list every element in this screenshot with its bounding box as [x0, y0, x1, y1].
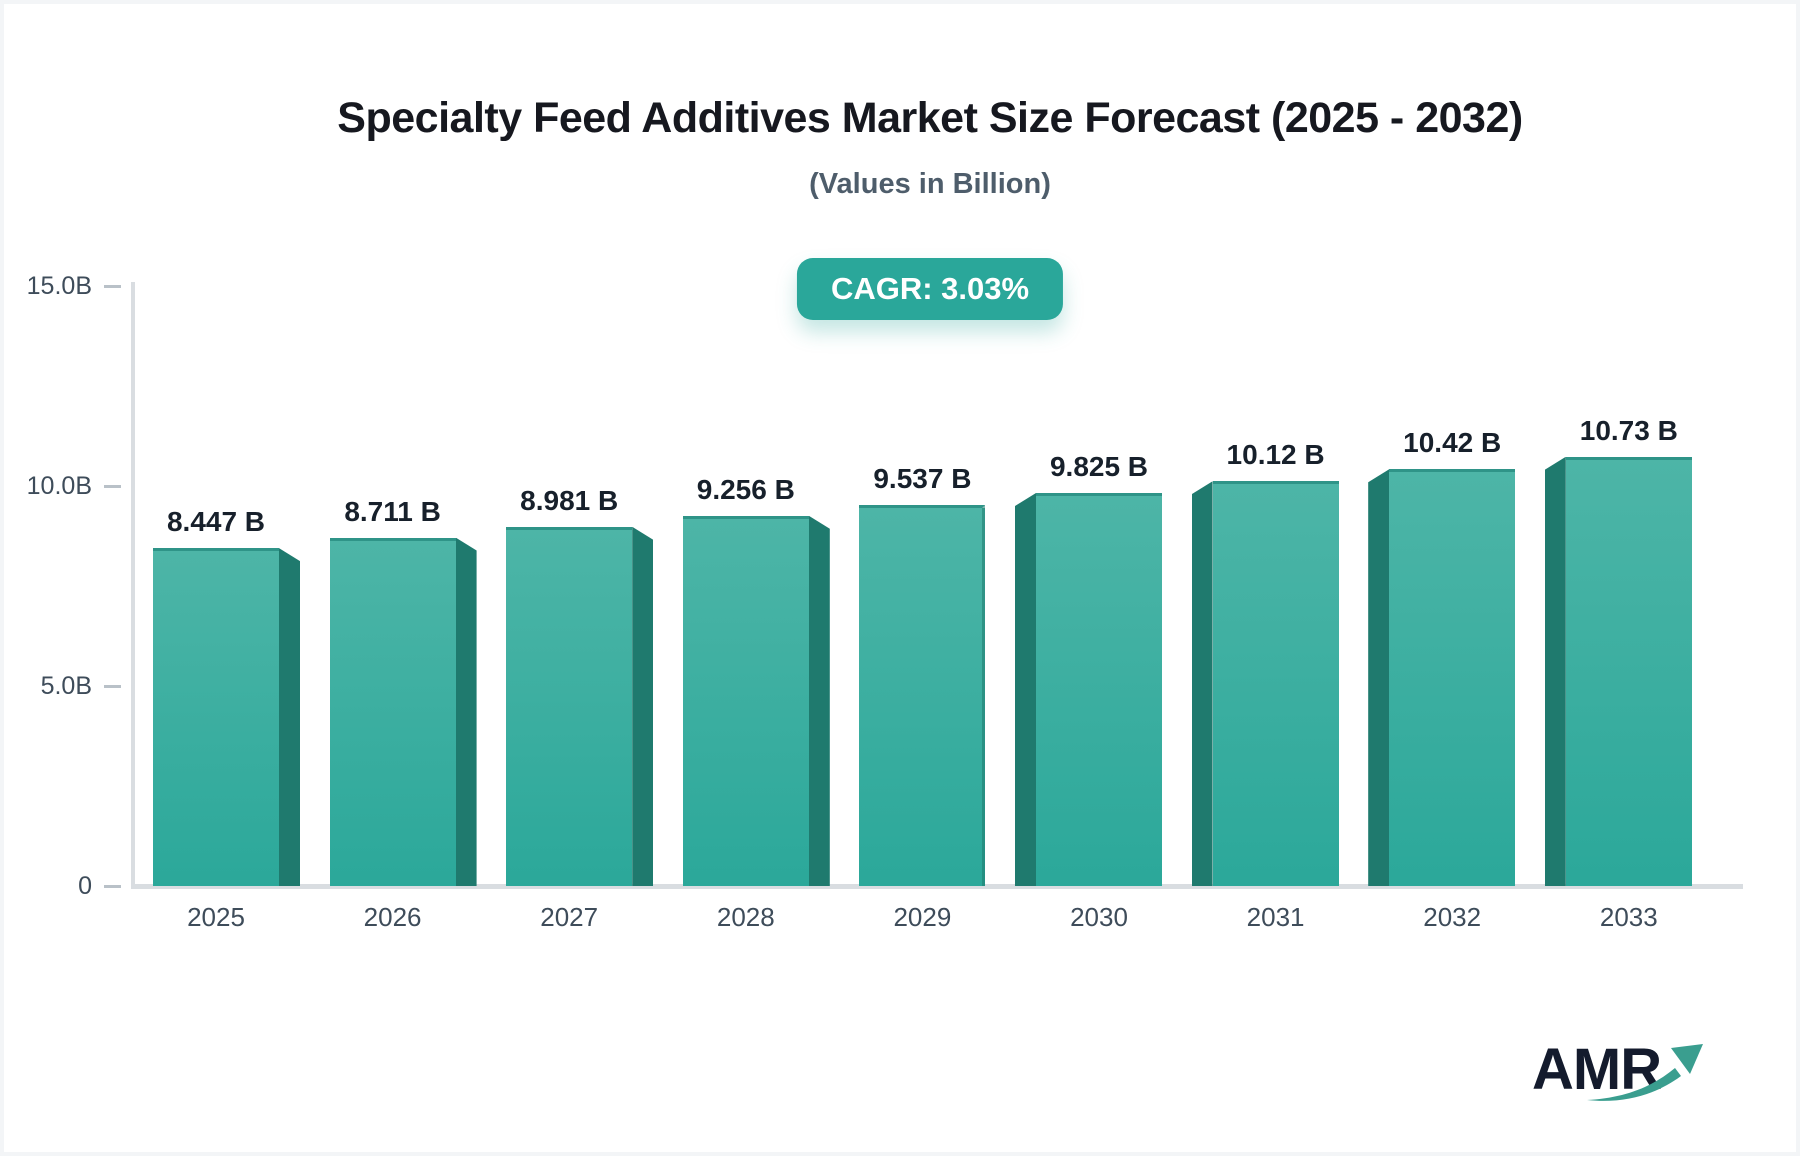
- x-axis-baseline: [131, 884, 1743, 889]
- bar-face: [1036, 493, 1162, 886]
- bar-face: [682, 515, 809, 886]
- bar-2030: [1015, 493, 1162, 886]
- bar-side-shade: [1015, 493, 1036, 886]
- amr-logo: AMR: [1532, 1036, 1712, 1116]
- bar-2032: [1368, 469, 1516, 886]
- bar-2031: [1191, 481, 1339, 886]
- y-tick-label-10.0B: 10.0B: [26, 472, 92, 500]
- x-tick-label-2027: 2027: [540, 902, 599, 932]
- bar-face: [153, 548, 279, 886]
- x-tick-label-2026: 2026: [363, 902, 422, 932]
- growth-arrow-icon: [1587, 1044, 1703, 1101]
- x-tick-label-2029: 2029: [893, 902, 952, 932]
- bar-2033: [1544, 456, 1692, 886]
- bar-side-shade: [632, 526, 654, 886]
- bar-face: [1212, 481, 1339, 886]
- bar-side-shade: [1191, 481, 1213, 886]
- bar-side-shade: [808, 515, 830, 886]
- value-label-2031: 10.12 B: [1226, 439, 1325, 471]
- value-label-2033: 10.73 B: [1579, 414, 1678, 446]
- x-tick-label-2031: 2031: [1246, 902, 1305, 932]
- value-label-2030: 9.825 B: [1049, 451, 1149, 482]
- bar-face: [329, 537, 456, 886]
- value-label-2027: 8.981 B: [520, 484, 619, 516]
- bar-side-shade: [455, 537, 477, 886]
- x-tick-label-2032: 2032: [1423, 902, 1482, 932]
- x-tick-label-2028: 2028: [716, 902, 775, 932]
- bar-face: [1389, 469, 1516, 886]
- bar-face: [859, 504, 986, 886]
- y-tick-mark: [104, 885, 121, 888]
- bar-side-shade: [1544, 456, 1566, 886]
- bar-2029: [859, 504, 986, 886]
- bar-2026: [329, 537, 477, 886]
- bar-2028: [682, 515, 830, 886]
- bar-face: [506, 526, 633, 886]
- value-label-2026: 8.711 B: [344, 495, 441, 527]
- x-tick-label-2030: 2030: [1070, 902, 1128, 932]
- y-tick-label-15.0B: 15.0B: [26, 272, 92, 300]
- bar-2025: [153, 548, 300, 886]
- cagr-badge: CAGR: 3.03%: [796, 258, 1064, 320]
- bar-2027: [506, 526, 654, 886]
- bar-face: [1565, 456, 1692, 886]
- value-label-2032: 10.42 B: [1403, 427, 1502, 459]
- bar-side-shade: [1368, 469, 1390, 886]
- page-title: Specialty Feed Additives Market Size For…: [337, 94, 1523, 142]
- y-axis-line: [131, 282, 135, 888]
- y-tick-label-5.0B: 5.0B: [40, 672, 92, 700]
- bar-side-shade: [279, 548, 300, 886]
- y-tick-mark: [104, 485, 121, 488]
- value-label-2029: 9.537 B: [873, 462, 972, 494]
- value-label-2028: 9.256 B: [696, 473, 795, 505]
- x-tick-label-2025: 2025: [187, 902, 245, 932]
- y-tick-label-0: 0: [78, 872, 92, 900]
- y-tick-mark: [104, 285, 121, 288]
- x-tick-label-2033: 2033: [1599, 902, 1658, 932]
- y-tick-mark: [104, 685, 121, 688]
- value-label-2025: 8.447 B: [166, 506, 266, 538]
- page-subtitle: (Values in Billion): [809, 168, 1051, 200]
